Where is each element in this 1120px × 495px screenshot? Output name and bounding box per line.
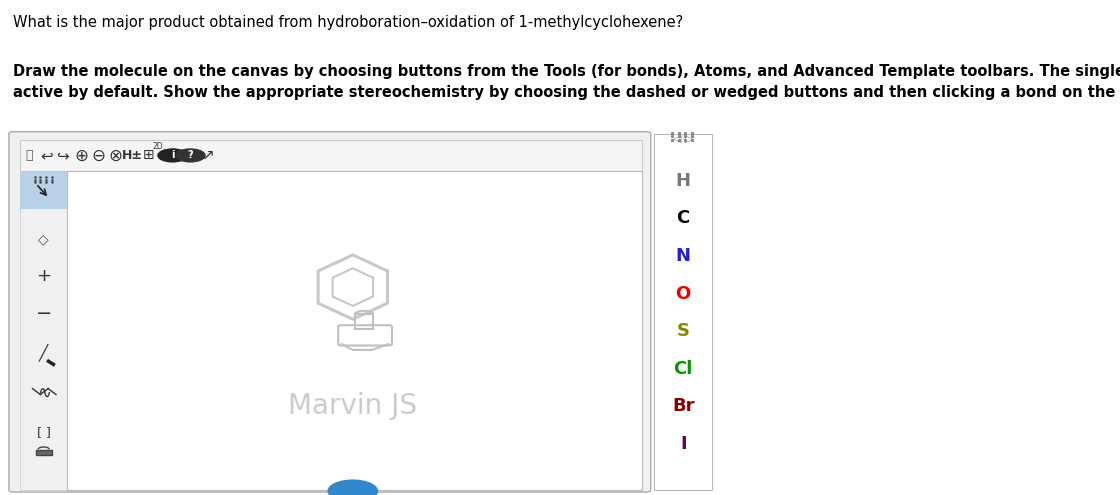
Text: ╱: ╱: [39, 344, 48, 362]
Text: i: i: [170, 150, 175, 160]
Text: ⊕: ⊕: [75, 147, 88, 164]
Text: ↗: ↗: [202, 148, 215, 163]
Bar: [20, 140, 642, 171]
Text: ◇: ◇: [38, 232, 49, 246]
Circle shape: [176, 149, 205, 162]
FancyBboxPatch shape: [9, 132, 651, 492]
Text: ↪: ↪: [56, 148, 69, 163]
Text: H: H: [675, 172, 691, 190]
Text: 2D: 2D: [152, 142, 164, 151]
Text: ∿: ∿: [37, 384, 50, 401]
Text: N: N: [675, 247, 691, 265]
Text: −: −: [36, 304, 52, 323]
Text: H±: H±: [122, 149, 142, 162]
Text: O: O: [675, 285, 691, 302]
Bar: [67, 171, 642, 490]
Text: Br: Br: [672, 397, 694, 415]
Text: Marvin JS: Marvin JS: [288, 392, 418, 420]
Text: ⊗: ⊗: [109, 147, 122, 164]
Text: I: I: [680, 435, 687, 453]
Bar: [20, 171, 67, 209]
Bar: [355, 314, 373, 329]
Text: Cl: Cl: [673, 360, 693, 378]
Text: C: C: [676, 209, 690, 227]
Text: ◁ ▷: ◁ ▷: [673, 134, 693, 144]
Text: ↩: ↩: [40, 148, 54, 163]
Text: +: +: [36, 267, 52, 285]
Text: 🗋: 🗋: [26, 149, 32, 162]
Text: What is the major product obtained from hydroboration–oxidation of 1-methylcyclo: What is the major product obtained from …: [13, 15, 683, 30]
Text: ⊖: ⊖: [92, 147, 105, 164]
Circle shape: [158, 149, 187, 162]
Circle shape: [328, 480, 377, 495]
Bar: [20, 171, 67, 490]
Text: S: S: [676, 322, 690, 340]
Text: [ ]: [ ]: [37, 426, 50, 439]
Bar: [36, 450, 52, 455]
Text: ?: ?: [187, 150, 194, 160]
Text: Draw the molecule on the canvas by choosing buttons from the Tools (for bonds), : Draw the molecule on the canvas by choos…: [13, 64, 1120, 100]
Text: ⊞: ⊞: [143, 148, 155, 162]
Bar: [654, 134, 712, 490]
